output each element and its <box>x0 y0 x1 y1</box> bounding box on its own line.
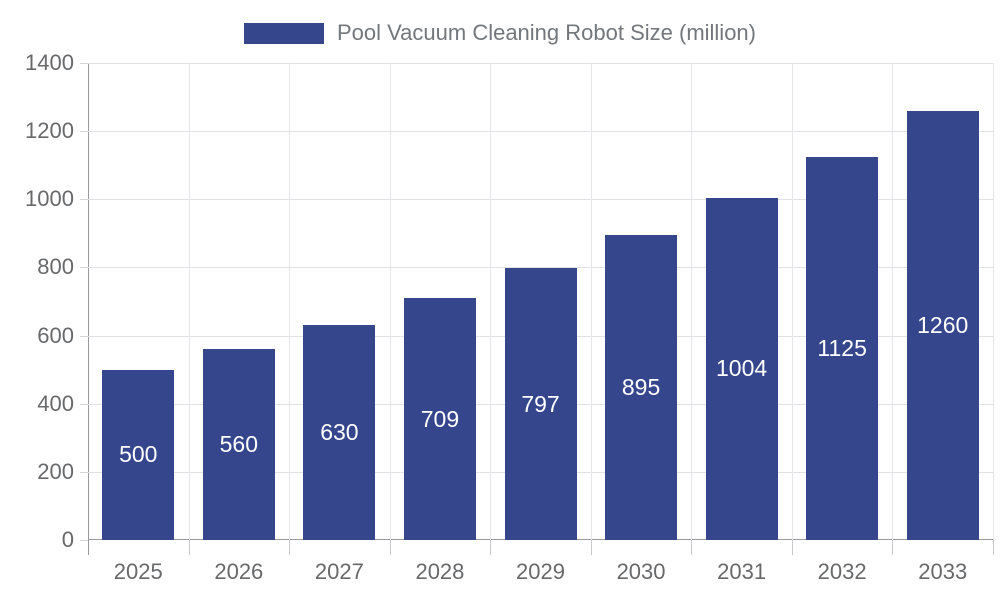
bar-value-label-2030: 895 <box>621 374 661 401</box>
x-axis-label-2027: 2027 <box>314 559 364 584</box>
x-axis-label-2032: 2032 <box>817 559 867 584</box>
gridline-x-boundary <box>490 63 492 540</box>
y-axis-line <box>88 63 89 540</box>
gridline-x-boundary <box>791 63 793 540</box>
bar-2031[interactable]: 1004 <box>705 197 778 540</box>
x-axis-label-2030: 2030 <box>616 559 666 584</box>
gridline-y-1000 <box>88 199 993 201</box>
chart-legend[interactable]: Pool Vacuum Cleaning Robot Size (million… <box>0 18 1000 48</box>
y-axis-label-600: 600 <box>37 322 74 348</box>
bar-value-label-2027: 630 <box>320 419 359 446</box>
x-tick-mark <box>691 540 693 555</box>
gridline-x-boundary <box>691 63 693 540</box>
bar-value-label-2025: 500 <box>119 441 158 468</box>
y-axis-label-200: 200 <box>37 458 74 484</box>
gridline-y-1200 <box>88 131 993 133</box>
y-tick-mark <box>80 540 88 541</box>
x-axis-label-2031: 2031 <box>717 559 767 584</box>
bar-2033[interactable]: 1260 <box>906 110 979 540</box>
y-tick-mark <box>80 267 88 269</box>
plot-area: 500 560 630 709 797 895 1004 1125 1260 <box>88 63 994 540</box>
bar-value-label-2029: 797 <box>521 390 560 417</box>
gridline-x-boundary <box>289 63 291 540</box>
y-axis-label-1200: 1200 <box>25 118 74 144</box>
x-tick-mark <box>389 540 391 555</box>
x-tick-mark <box>590 540 592 555</box>
y-tick-mark <box>80 403 88 405</box>
bar-2029[interactable]: 797 <box>504 268 577 540</box>
x-tick-mark <box>791 540 793 555</box>
bar-value-label-2031: 1004 <box>716 355 768 382</box>
y-axis-label-1000: 1000 <box>25 186 74 212</box>
x-tick-mark <box>892 540 894 555</box>
y-tick-mark <box>80 335 88 337</box>
gridline-y-800 <box>88 267 993 269</box>
x-tick-mark <box>289 540 291 555</box>
y-tick-mark <box>80 131 88 133</box>
y-axis-label-0: 0 <box>61 527 74 552</box>
bar-2027[interactable]: 630 <box>303 325 376 540</box>
bar-value-label-2033: 1260 <box>917 311 969 338</box>
x-axis-label-2028: 2028 <box>415 559 465 584</box>
legend-swatch-icon <box>243 22 324 44</box>
x-axis-label-2025: 2025 <box>113 559 163 584</box>
gridline-y-1400 <box>88 63 993 64</box>
gridline-x-boundary <box>993 63 994 540</box>
bar-2026[interactable]: 560 <box>202 349 275 540</box>
bar-value-label-2026: 560 <box>219 431 259 458</box>
gridline-x-boundary <box>892 63 894 540</box>
gridline-x-boundary <box>188 63 190 540</box>
legend-series-label: Pool Vacuum Cleaning Robot Size (million… <box>336 20 756 45</box>
x-axis-label-2026: 2026 <box>214 559 264 584</box>
gridline-x-boundary <box>389 63 391 540</box>
bar-2028[interactable]: 709 <box>403 298 476 540</box>
x-axis-label-2029: 2029 <box>516 559 565 584</box>
y-tick-mark <box>80 63 88 64</box>
bar-2032[interactable]: 1125 <box>806 156 879 540</box>
x-tick-mark <box>88 540 89 555</box>
x-tick-mark <box>490 540 492 555</box>
x-tick-mark <box>188 540 190 555</box>
y-tick-mark <box>80 471 88 473</box>
y-axis-label-1400: 1400 <box>25 50 74 75</box>
y-axis-label-400: 400 <box>37 390 74 416</box>
y-axis-label-800: 800 <box>37 254 74 280</box>
x-axis-label-2033: 2033 <box>918 559 968 584</box>
y-tick-mark <box>80 199 88 201</box>
x-tick-mark <box>993 540 994 555</box>
bar-2030[interactable]: 895 <box>605 235 678 540</box>
bar-value-label-2028: 709 <box>420 405 460 432</box>
gridline-x-boundary <box>590 63 592 540</box>
bar-value-label-2032: 1125 <box>817 334 867 361</box>
bar-2025[interactable]: 500 <box>102 369 175 540</box>
